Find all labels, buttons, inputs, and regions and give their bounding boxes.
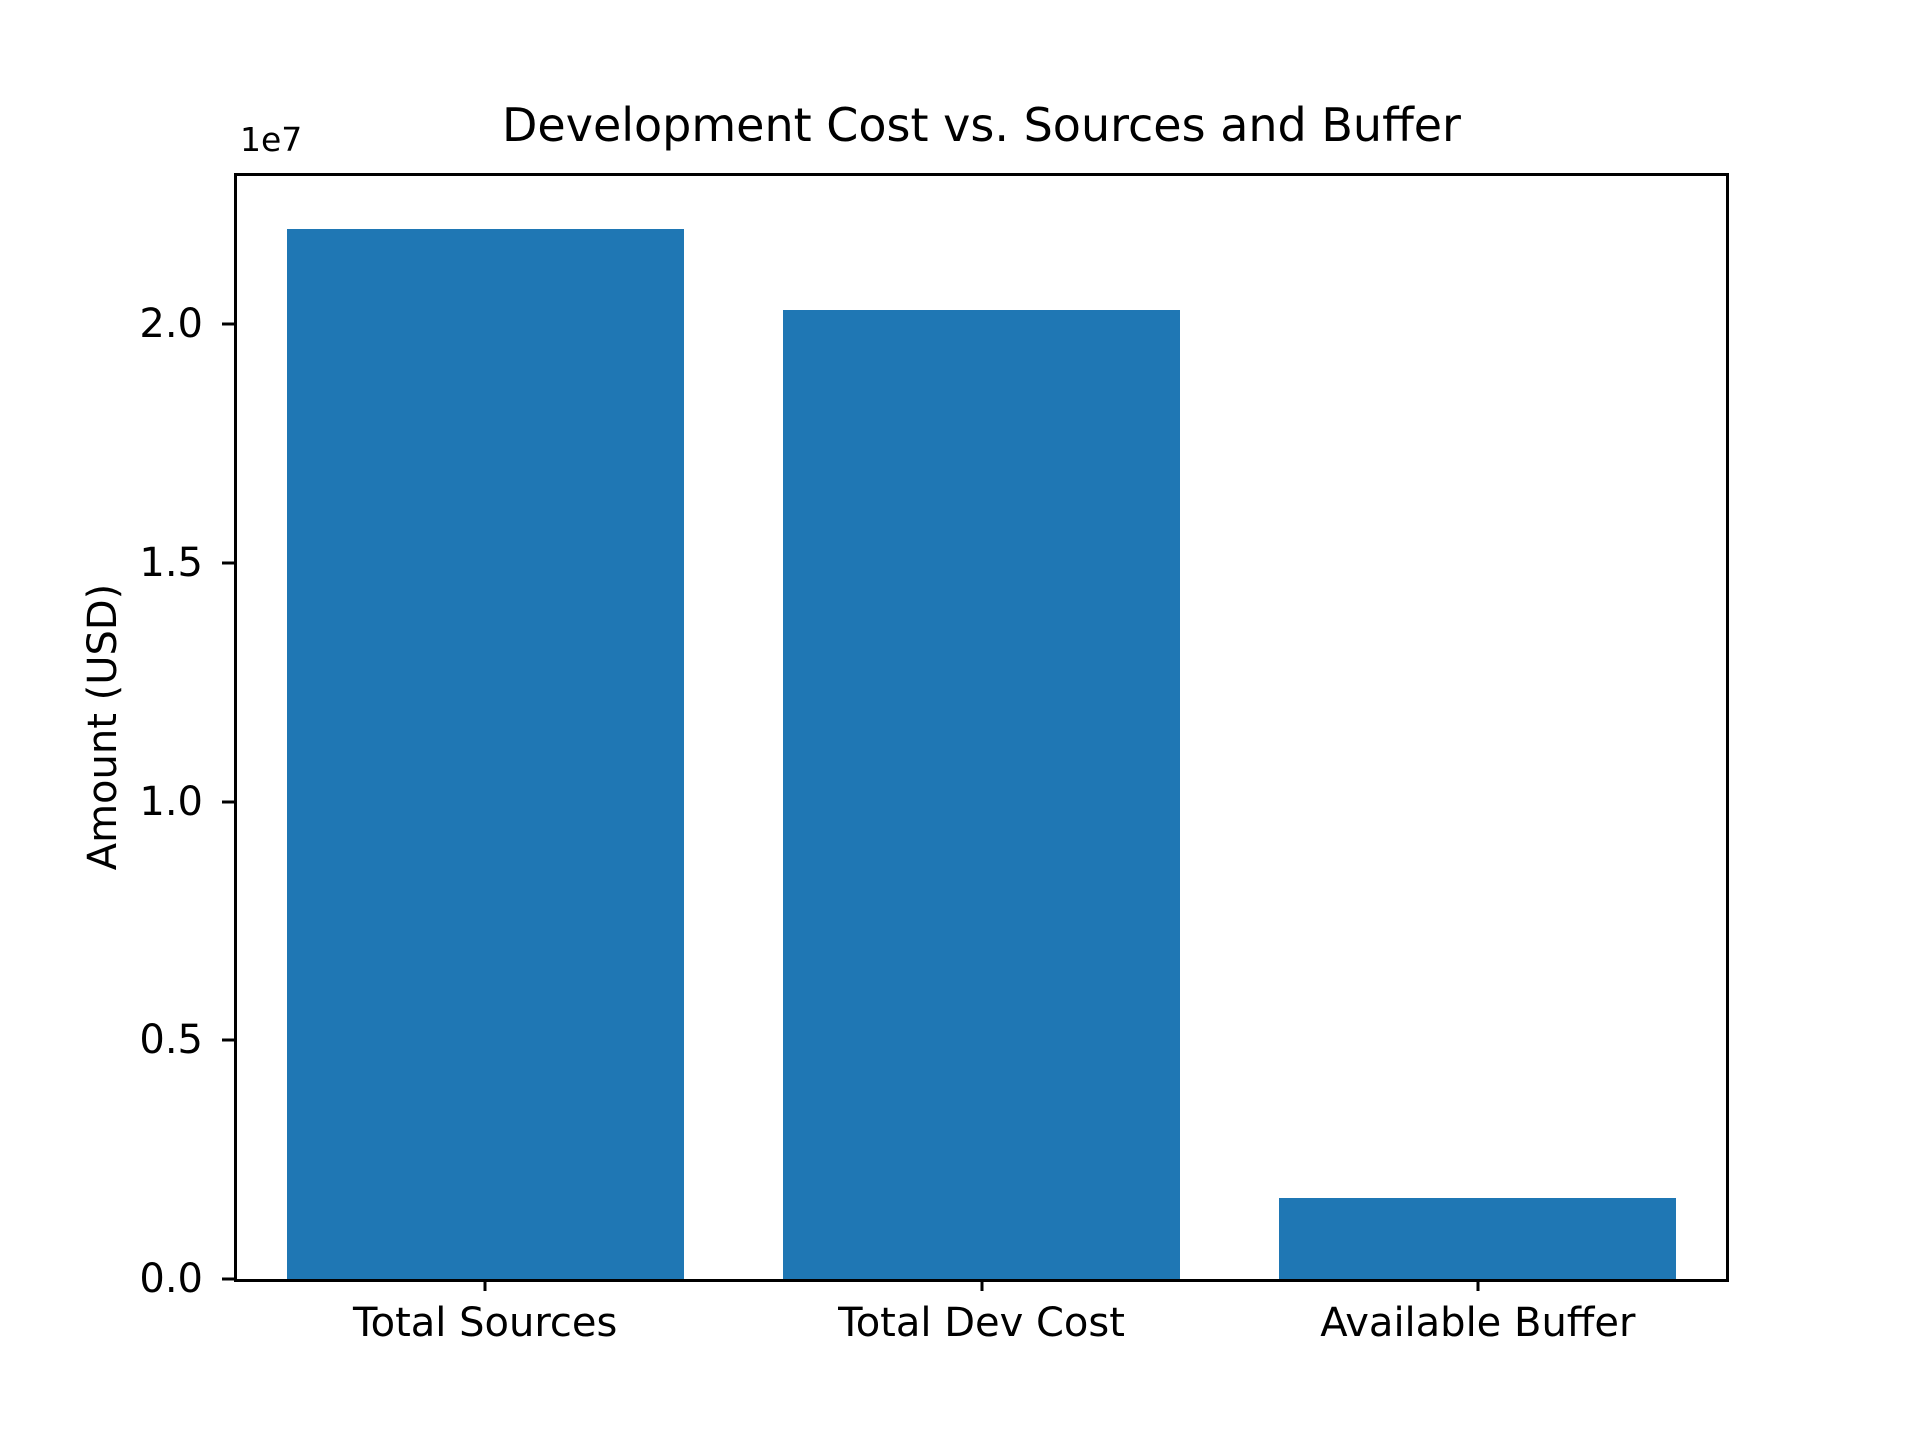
y-axis-offset-label: 1e7 bbox=[240, 120, 303, 159]
x-tick-mark bbox=[1476, 1279, 1480, 1291]
y-axis-label: Amount (USD) bbox=[80, 583, 126, 871]
bar-total-dev-cost bbox=[782, 309, 1181, 1279]
x-tick-label-total-sources: Total Sources bbox=[352, 1300, 618, 1346]
y-tick-mark bbox=[222, 1038, 234, 1042]
bar-available-buffer bbox=[1279, 1197, 1677, 1279]
y-tick-label-1-5: 1.5 bbox=[139, 539, 203, 586]
y-tick-mark bbox=[222, 561, 234, 565]
y-tick-label-1-0: 1.0 bbox=[139, 778, 203, 825]
plot-area: Total Sources Total Dev Cost Available Buf… bbox=[139, 173, 1729, 1343]
x-tick-label-available-buffer: Available Buffer bbox=[1320, 1300, 1636, 1346]
y-tick-mark bbox=[222, 800, 234, 804]
chart-title: Development Cost vs. Sources and Buffer bbox=[502, 98, 1461, 152]
y-tick-label-0-5: 0.5 bbox=[139, 1017, 203, 1064]
x-tick-mark bbox=[980, 1279, 983, 1291]
y-tick-mark bbox=[222, 1277, 234, 1281]
x-tick-mark bbox=[483, 1279, 487, 1291]
y-tick-label-0-0: 0.0 bbox=[139, 1256, 203, 1302]
bar-total-sources bbox=[286, 228, 684, 1279]
y-tick-mark bbox=[222, 322, 234, 326]
y-tick-label-2-0: 2.0 bbox=[139, 301, 203, 348]
x-tick-label-total-dev-cost: Total Dev Cost bbox=[838, 1300, 1125, 1346]
